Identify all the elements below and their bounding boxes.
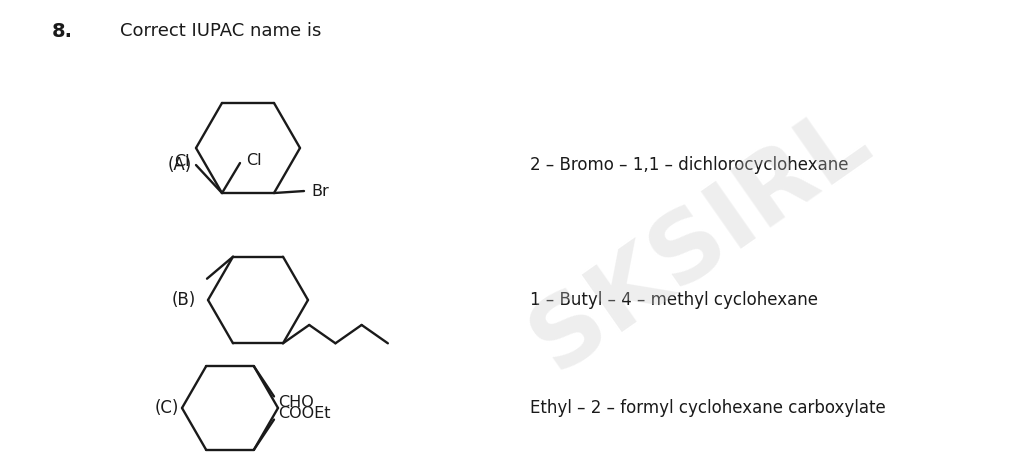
Text: 2 – Bromo – 1,1 – dichlorocyclohexane: 2 – Bromo – 1,1 – dichlorocyclohexane: [530, 156, 849, 174]
Text: Ethyl – 2 – formyl cyclohexane carboxylate: Ethyl – 2 – formyl cyclohexane carboxyla…: [530, 399, 886, 417]
Text: COOEt: COOEt: [278, 406, 331, 421]
Text: (B): (B): [172, 291, 197, 309]
Text: 8.: 8.: [52, 22, 73, 41]
Text: Correct IUPAC name is: Correct IUPAC name is: [120, 22, 322, 40]
Text: Br: Br: [311, 183, 329, 198]
Text: Cl: Cl: [246, 152, 262, 167]
Text: CHO: CHO: [279, 395, 314, 410]
Text: (C): (C): [155, 399, 179, 417]
Text: 1 – Butyl – 4 – methyl cyclohexane: 1 – Butyl – 4 – methyl cyclohexane: [530, 291, 818, 309]
Text: (A): (A): [168, 156, 193, 174]
Text: SKSIRL: SKSIRL: [514, 91, 886, 389]
Text: Cl: Cl: [174, 153, 189, 168]
